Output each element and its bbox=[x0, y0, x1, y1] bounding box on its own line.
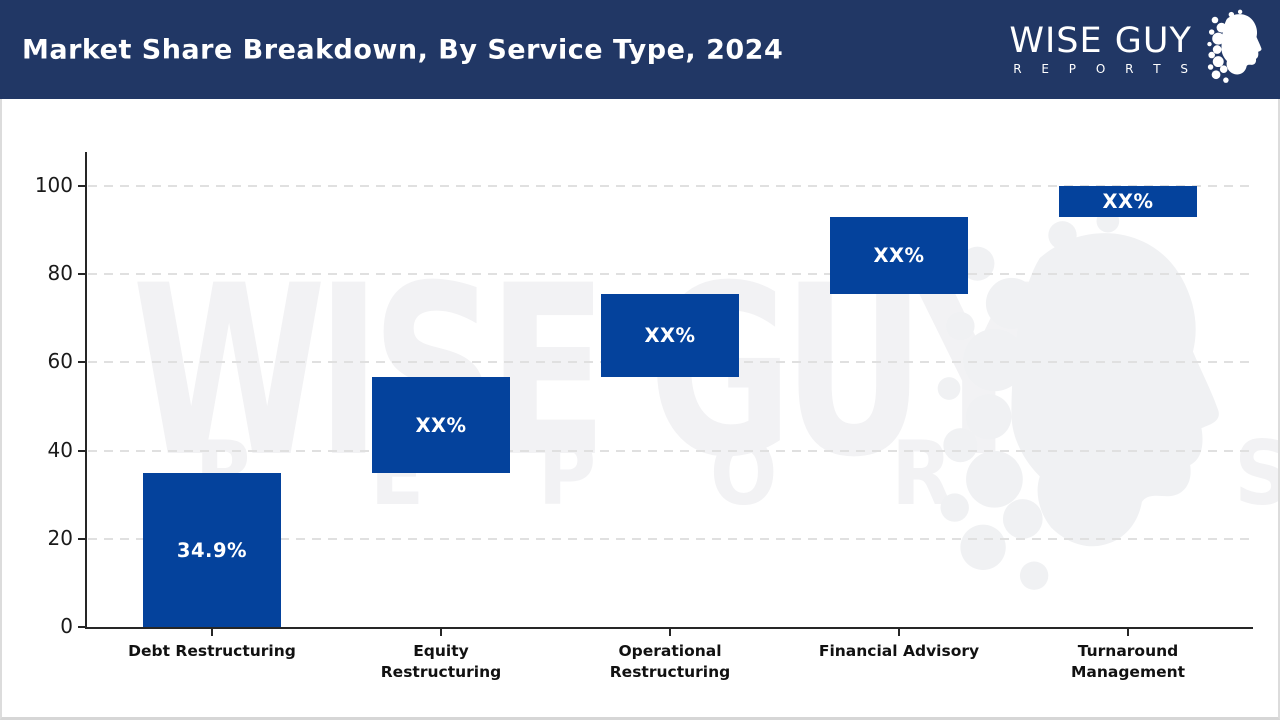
y-axis-tick bbox=[78, 185, 86, 187]
bar-segment: XX% bbox=[830, 216, 968, 295]
x-axis-category-label: Turnaround Management bbox=[1070, 642, 1186, 681]
page-title: Market Share Breakdown, By Service Type,… bbox=[22, 34, 784, 65]
y-axis-tick-label: 80 bbox=[47, 261, 73, 286]
bar-value-label: 34.9% bbox=[176, 538, 248, 562]
y-axis-tick-label: 100 bbox=[34, 173, 73, 197]
gridline bbox=[88, 537, 1253, 540]
x-axis-tick bbox=[898, 629, 900, 636]
y-axis-tick-label: 40 bbox=[47, 437, 73, 462]
y-axis-tick-label: 20 bbox=[47, 525, 73, 550]
gridline bbox=[88, 273, 1253, 276]
gridline bbox=[88, 449, 1253, 452]
y-axis-tick-label: 60 bbox=[47, 349, 73, 374]
bar-segment: 34.9% bbox=[143, 473, 281, 627]
brand-subtitle: R E P O R T S bbox=[1013, 61, 1196, 76]
y-axis-tick bbox=[78, 361, 86, 364]
x-axis-category-label: Equity Restructuring bbox=[380, 642, 502, 681]
y-axis-line bbox=[85, 152, 87, 629]
bar-value-label: XX% bbox=[1102, 189, 1154, 213]
x-axis-tick bbox=[211, 629, 213, 636]
brand-logo: WISE GUY R E P O R T S bbox=[1005, 8, 1266, 90]
brand-head-icon bbox=[1207, 9, 1262, 83]
y-axis-tick-label: 0 bbox=[60, 614, 73, 638]
bar-value-label: XX% bbox=[644, 324, 696, 348]
bar-segment: XX% bbox=[601, 294, 739, 378]
y-axis-tick bbox=[78, 626, 86, 628]
gridline bbox=[88, 185, 1253, 187]
brand-logo-text: WISE GUY R E P O R T S bbox=[1005, 22, 1196, 76]
bar-segment: XX% bbox=[1059, 186, 1197, 217]
brand-name: WISE GUY bbox=[1009, 21, 1192, 62]
y-axis-tick bbox=[78, 449, 86, 452]
bar-value-label: XX% bbox=[873, 243, 925, 267]
x-axis-category-label: Operational Restructuring bbox=[609, 642, 731, 681]
x-axis-category-label: Debt Restructuring bbox=[128, 642, 296, 660]
x-axis-tick bbox=[440, 629, 442, 636]
y-axis-tick bbox=[78, 273, 86, 276]
header: Market Share Breakdown, By Service Type,… bbox=[0, 0, 1280, 99]
y-axis-tick bbox=[78, 537, 86, 540]
x-axis-tick bbox=[1127, 629, 1129, 636]
x-axis-category-label: Financial Advisory bbox=[818, 642, 980, 660]
x-axis-line bbox=[85, 627, 1253, 629]
x-axis-tick bbox=[669, 629, 671, 636]
bar-segment: XX% bbox=[372, 377, 510, 474]
bar-value-label: XX% bbox=[415, 413, 467, 437]
